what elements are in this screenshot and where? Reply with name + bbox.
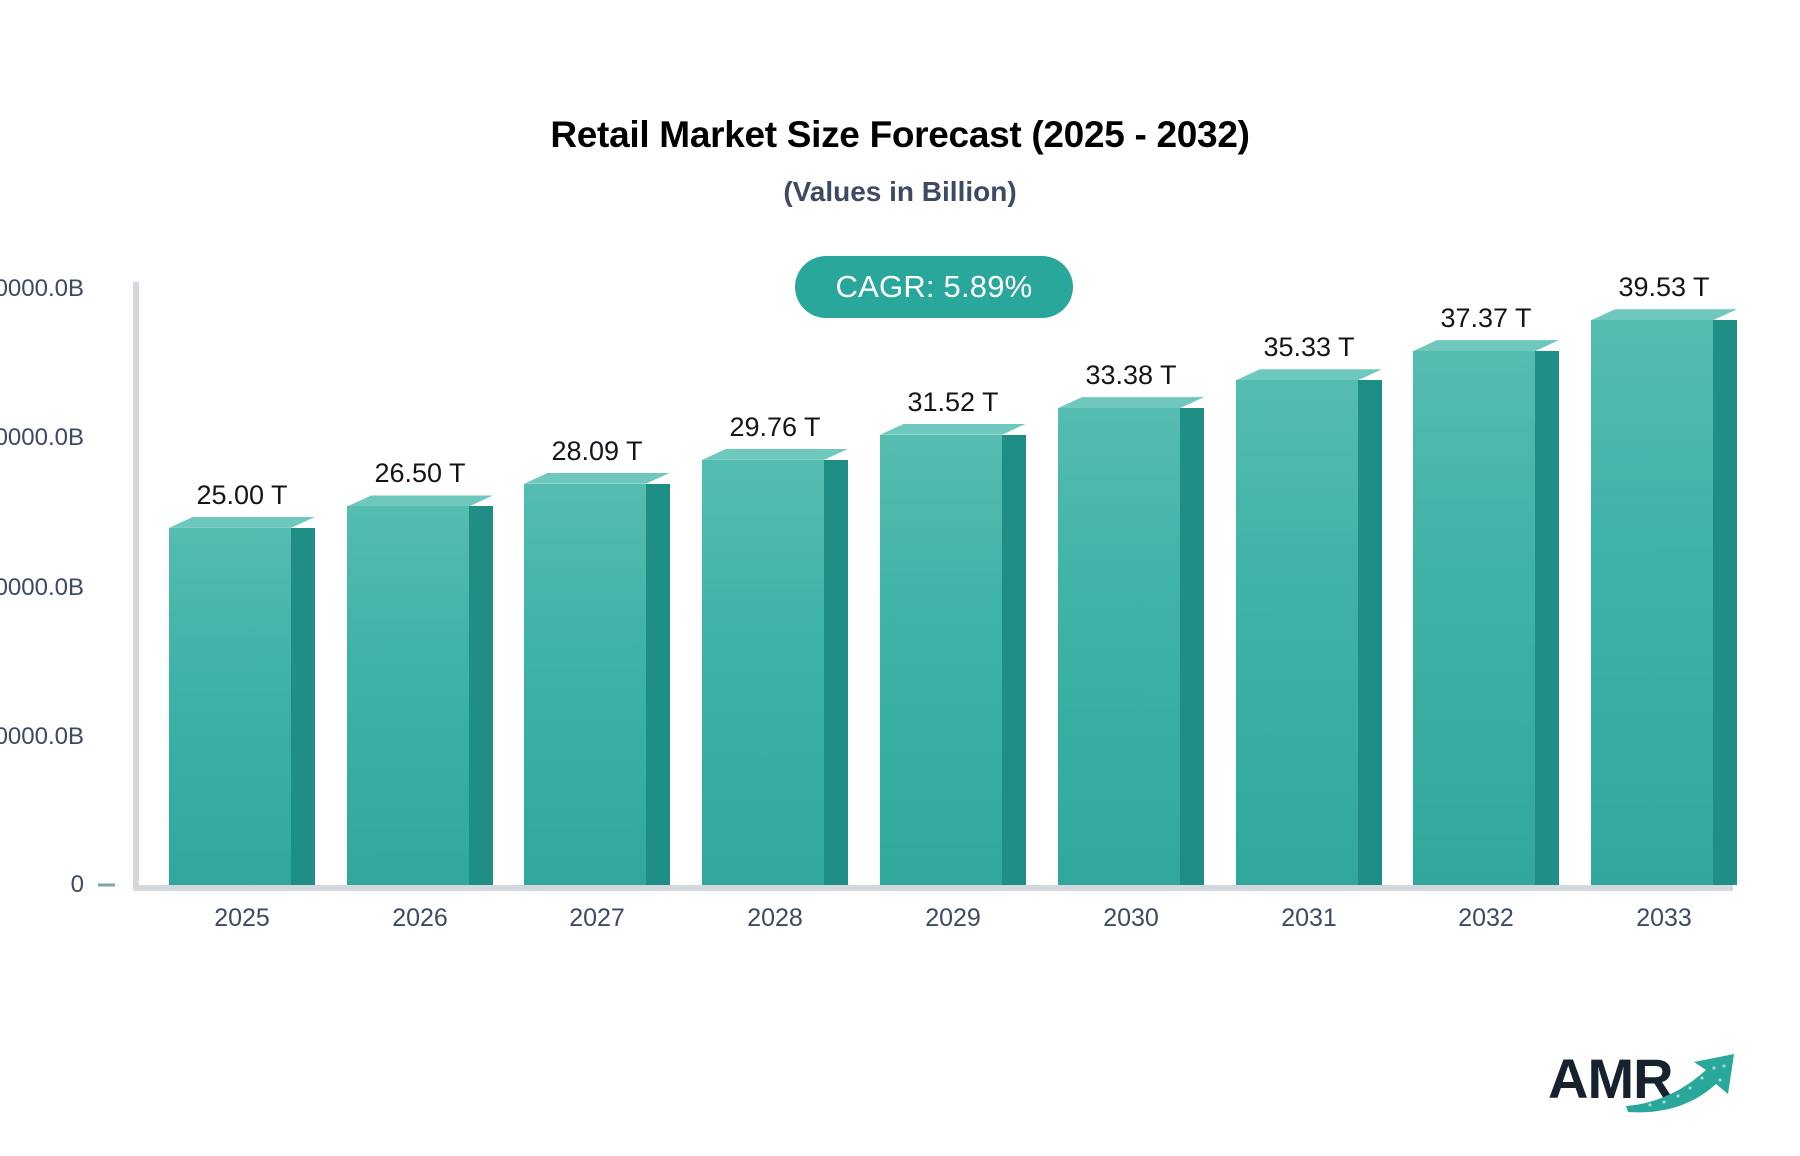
x-axis-tick-label: 2027 <box>569 904 625 932</box>
bar-side-face <box>291 527 315 885</box>
y-axis-tick-label: 0000.0B <box>0 723 84 750</box>
cagr-badge: CAGR: 5.89% <box>795 256 1073 318</box>
bar-front-face <box>347 506 469 885</box>
bar-top-face <box>1413 340 1559 352</box>
bar <box>347 495 493 885</box>
bar-value-label: 39.53 T <box>1618 272 1710 303</box>
x-axis-tick-label: 2029 <box>925 904 981 932</box>
bar-front-face <box>702 459 824 885</box>
y-axis-tick-label: 0000.0B <box>0 424 84 451</box>
bar-front-face <box>1591 320 1713 885</box>
bar <box>1591 309 1737 885</box>
bar-top-face <box>347 495 493 507</box>
x-axis-tick-label: 2030 <box>1103 904 1159 932</box>
bar-value-label: 28.09 T <box>551 435 643 466</box>
x-axis-line <box>133 885 1733 891</box>
y-axis-tick-label: 0 <box>70 871 84 898</box>
bar-front-face <box>1058 408 1180 885</box>
bar-top-face <box>524 472 670 484</box>
x-axis-tick-label: 2032 <box>1458 904 1514 932</box>
y-axis-labels: 0000.0B 0000.0B 0000.0B 0000.0B 0 <box>0 0 133 1156</box>
bar-top-face <box>169 516 315 528</box>
y-axis-line <box>133 282 139 888</box>
bar <box>1413 340 1559 885</box>
amr-logo: AMR <box>1548 1040 1738 1116</box>
bar-front-face <box>524 483 646 885</box>
bar-side-face <box>1358 380 1382 885</box>
bar-side-face <box>1180 408 1204 885</box>
bar-side-face <box>1713 320 1737 885</box>
chart-subtitle: (Values in Billion) <box>783 176 1017 207</box>
bar-side-face <box>1002 434 1026 885</box>
bar-side-face <box>1535 351 1559 885</box>
x-axis-tick-label: 2026 <box>392 904 448 932</box>
plot-area: 25.00 T 2025 26.50 T 2026 28.09 T 2027 29.76 T… <box>133 272 1737 932</box>
bar-value-label: 31.52 T <box>907 386 999 417</box>
bar-front-face <box>1413 351 1535 885</box>
bar-value-label: 35.33 T <box>1263 332 1355 363</box>
bar-front-face <box>880 434 1002 885</box>
x-axis-tick-label: 2033 <box>1636 904 1692 932</box>
bar <box>524 472 670 885</box>
bar-value-label: 37.37 T <box>1440 303 1532 334</box>
bar-side-face <box>469 506 493 885</box>
bar-value-label: 26.50 T <box>374 458 466 489</box>
bar <box>169 516 315 885</box>
chart-title: Retail Market Size Forecast (2025 - 2032… <box>550 114 1250 155</box>
bar-top-face <box>1236 369 1382 381</box>
y-axis-tick-mark <box>98 883 115 887</box>
bar-side-face <box>824 459 848 885</box>
bar-top-face <box>880 423 1026 435</box>
y-axis-tick-label: 0000.0B <box>0 275 84 302</box>
bar <box>1058 397 1204 885</box>
bar-front-face <box>1236 380 1358 885</box>
x-axis-tick-label: 2028 <box>747 904 803 932</box>
bar-front-face <box>169 527 291 885</box>
bar <box>880 423 1026 885</box>
bar <box>702 448 848 885</box>
x-axis-tick-label: 2025 <box>214 904 270 932</box>
bar-top-face <box>1591 309 1737 321</box>
growth-arrow-icon <box>1626 1054 1734 1113</box>
bar-value-label: 33.38 T <box>1085 360 1177 391</box>
bar <box>1236 369 1382 885</box>
bar-value-label: 25.00 T <box>196 479 288 510</box>
x-axis-tick-label: 2031 <box>1281 904 1337 932</box>
bar-value-label: 29.76 T <box>729 411 821 442</box>
bar-top-face <box>1058 397 1204 409</box>
logo-wordmark: AMR <box>1548 1047 1674 1110</box>
y-axis-tick-label: 0000.0B <box>0 574 84 601</box>
bar-series: 25.00 T 2025 26.50 T 2026 28.09 T 2027 29.76 T… <box>133 272 1737 932</box>
bar-top-face <box>702 448 848 460</box>
bar-side-face <box>646 483 670 885</box>
